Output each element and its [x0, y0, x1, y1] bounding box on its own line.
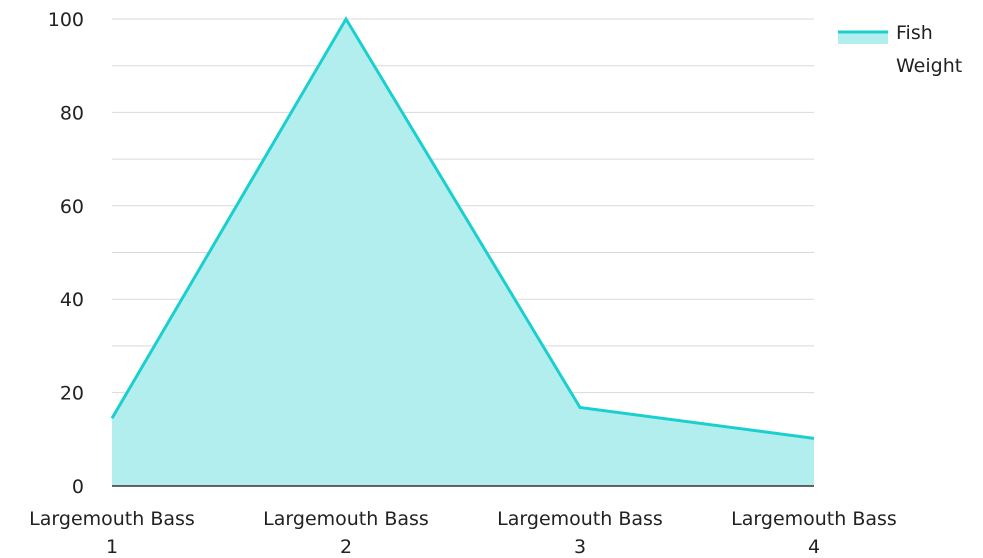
- x-tick-label: Largemouth Bass 3: [497, 508, 663, 558]
- y-tick-label: 40: [60, 289, 84, 311]
- series-line: [110, 16, 815, 440]
- y-axis-tick-labels: 0 20 40 60 80 100: [48, 9, 84, 498]
- x-tick-label: Largemouth Bass 2: [263, 508, 429, 558]
- series-area-fill: [112, 19, 814, 486]
- y-tick-label: 0: [72, 476, 84, 498]
- legend-swatch: [838, 32, 888, 44]
- y-tick-label: 20: [60, 383, 84, 405]
- x-tick-label: Largemouth Bass 4: [731, 508, 897, 558]
- data-points: [111, 18, 815, 439]
- y-tick-label: 80: [60, 102, 84, 124]
- legend: Fish Weight: [838, 22, 962, 77]
- y-tick-label: 100: [48, 9, 84, 31]
- x-tick-label: Largemouth Bass 1: [29, 508, 195, 558]
- y-tick-label: 60: [60, 196, 84, 218]
- legend-label: Fish Weight: [896, 22, 962, 77]
- x-axis-tick-labels: Largemouth Bass 1 Largemouth Bass 2 Largemou…: [29, 508, 897, 558]
